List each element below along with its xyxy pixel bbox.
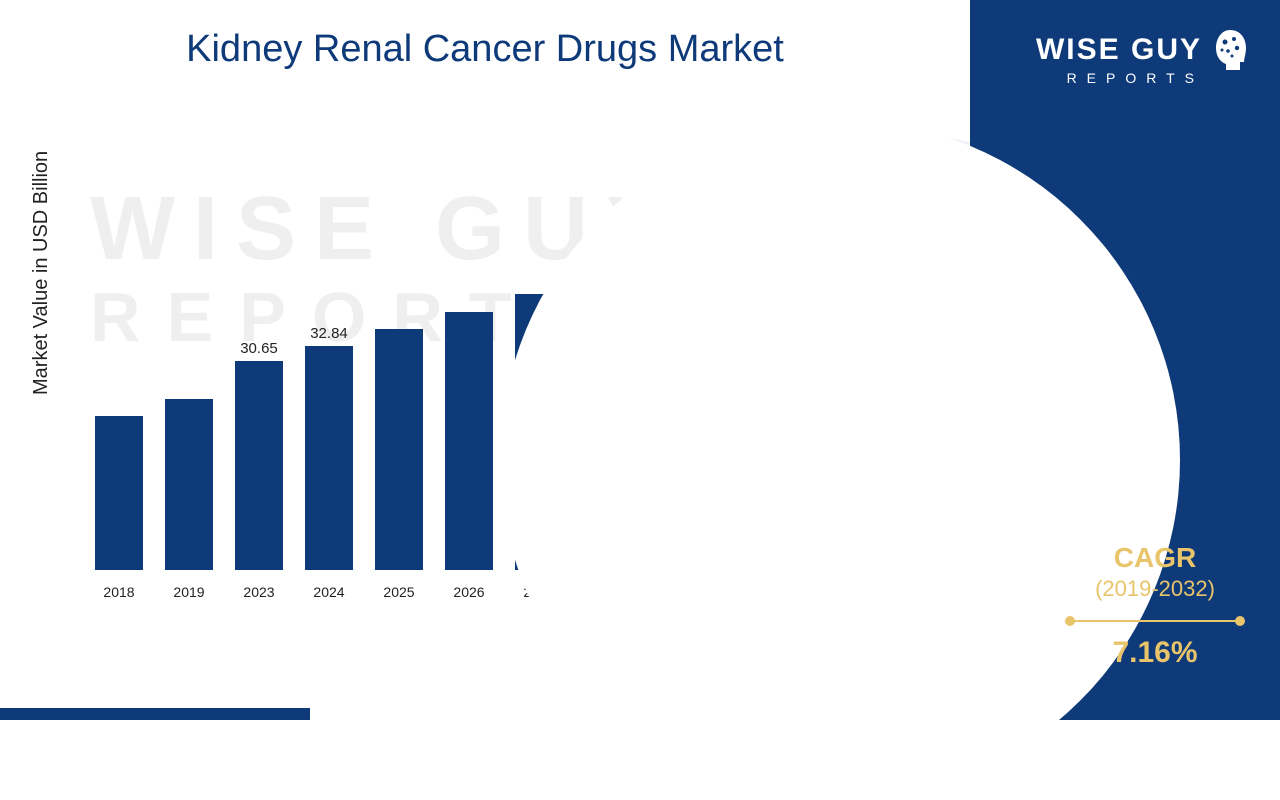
sidebar-curve — [500, 120, 1180, 800]
x-axis-label: 2024 — [305, 584, 353, 600]
bar-rect — [235, 361, 283, 570]
chart-title: Kidney Renal Cancer Drugs Market — [0, 28, 970, 71]
bar-group: 32.84 — [305, 325, 353, 570]
x-axis-label: 2018 — [95, 584, 143, 600]
cagr-title: CAGR — [1030, 542, 1280, 574]
x-axis-label: 2019 — [165, 584, 213, 600]
cagr-divider — [1070, 620, 1240, 622]
bar-group — [165, 395, 213, 570]
cagr-block: CAGR (2019-2032) 7.16% — [1030, 542, 1280, 670]
x-axis-label: 2025 — [375, 584, 423, 600]
x-axis-label: 2023 — [235, 584, 283, 600]
logo-block: WISE GUY REPORTS — [990, 28, 1250, 86]
bar-rect — [375, 329, 423, 570]
bar-group: 30.65 — [235, 340, 283, 570]
bar-rect — [445, 312, 493, 570]
logo-main-row: WISE GUY — [990, 28, 1250, 72]
x-axis-label: 2026 — [445, 584, 493, 600]
y-axis-label: Market Value in USD Billion — [30, 151, 53, 395]
bar-rect — [95, 416, 143, 570]
bar-group — [95, 412, 143, 570]
bar-group — [445, 308, 493, 570]
bar-value-label: 32.84 — [310, 325, 348, 342]
cagr-value: 7.16% — [1030, 636, 1280, 670]
brain-head-icon — [1210, 28, 1250, 72]
bar-rect — [165, 399, 213, 570]
sidebar-panel: WISE GUY REPORTS CAGR (2019-2032) 7.16% — [970, 0, 1280, 720]
footer-accent-bar — [0, 708, 310, 720]
cagr-range: (2019-2032) — [1030, 576, 1280, 602]
logo-text-sub: REPORTS — [990, 70, 1204, 86]
logo-text-main: WISE GUY — [1036, 33, 1202, 67]
bar-rect — [305, 346, 353, 570]
bar-group — [375, 325, 423, 570]
bar-value-label: 30.65 — [240, 340, 278, 357]
